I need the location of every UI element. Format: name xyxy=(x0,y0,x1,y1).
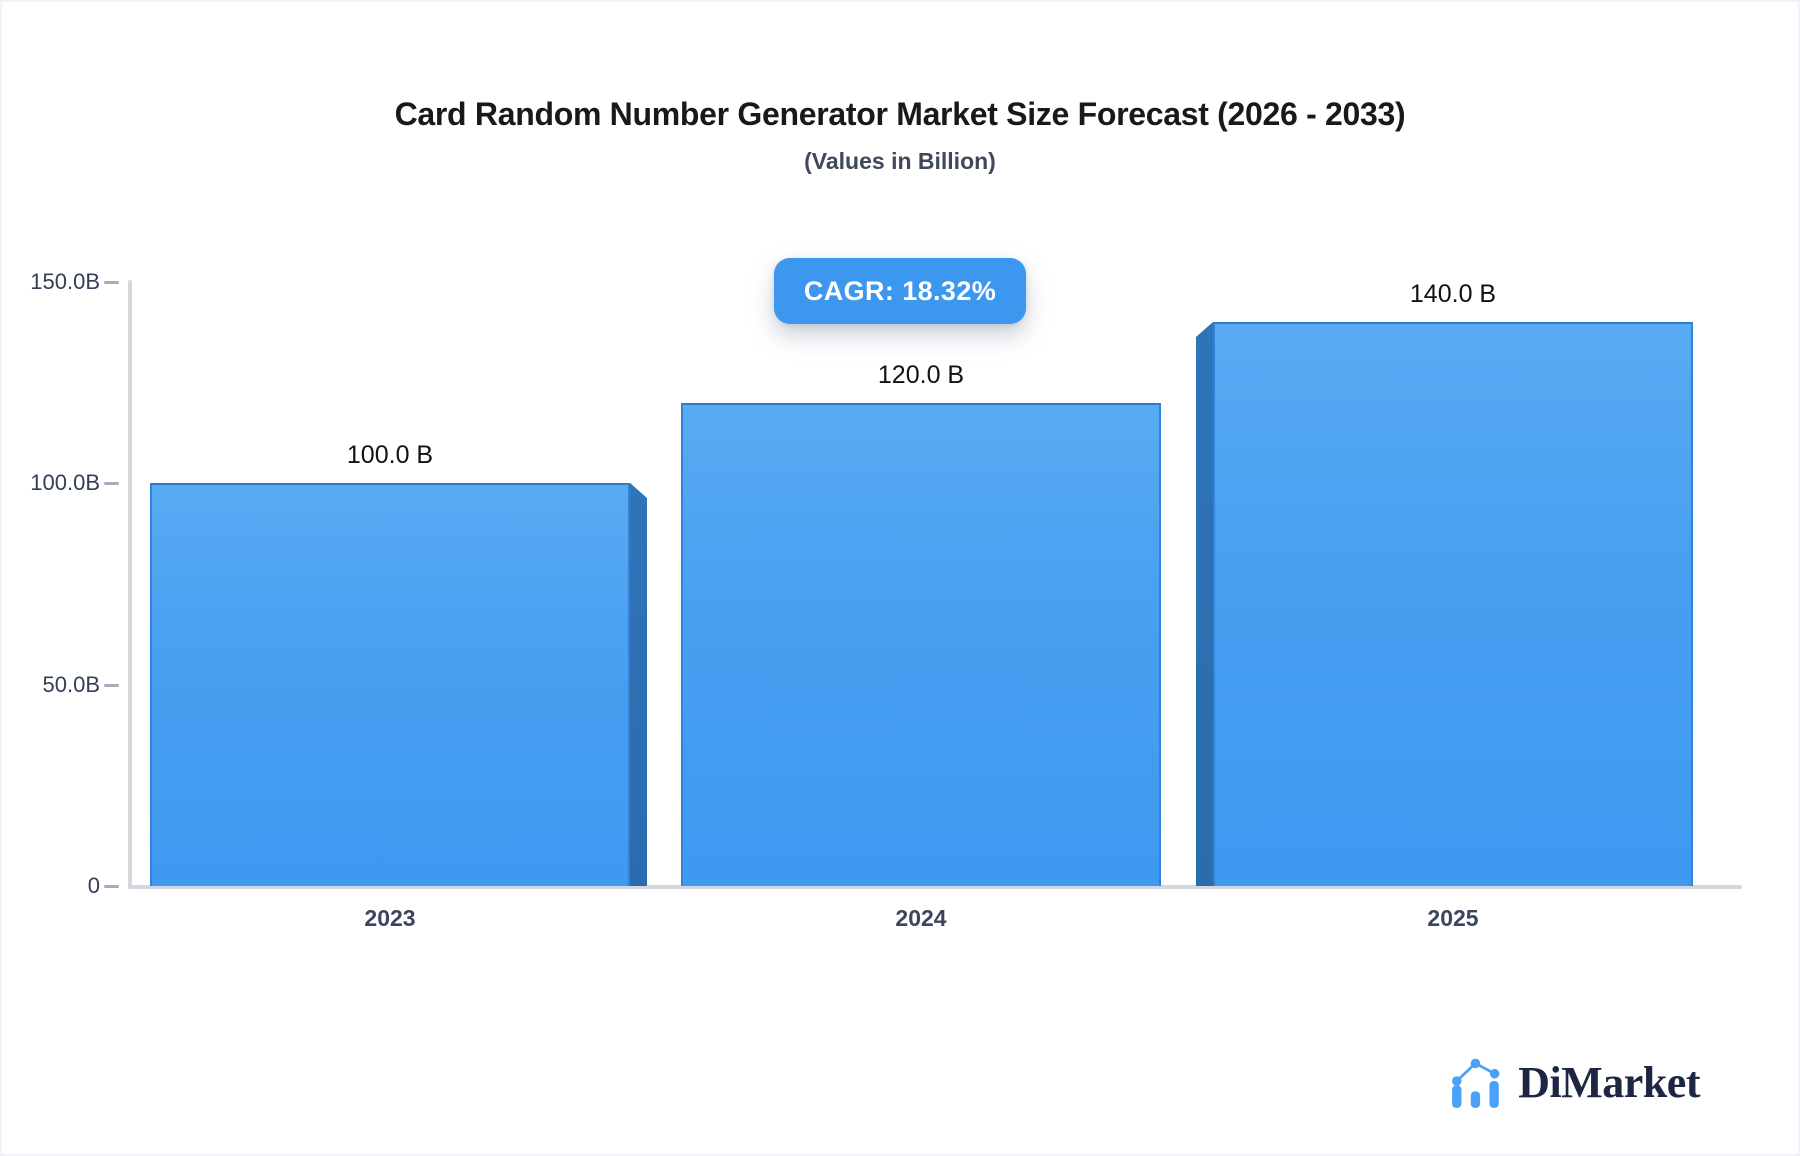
bar-value-label: 120.0 B xyxy=(877,361,965,389)
y-axis-tick-mark xyxy=(104,684,119,687)
y-axis-line xyxy=(128,280,132,889)
brand-name: DiMarket xyxy=(1518,1057,1700,1107)
y-axis-tick-label: 150.0B xyxy=(30,269,100,294)
bar-value-label: 140.0 B xyxy=(1409,280,1497,308)
y-axis-tick-mark xyxy=(104,885,119,888)
x-axis-label: 2024 xyxy=(895,905,947,931)
bar-value-label: 100.0 B xyxy=(346,441,434,469)
x-axis-label: 2025 xyxy=(1427,905,1479,931)
y-axis-tick-label: 0 xyxy=(87,873,100,898)
bar xyxy=(681,403,1161,886)
y-axis-tick-label: 100.0B xyxy=(30,470,100,495)
y-axis-tick-mark xyxy=(104,281,119,284)
bar-side-bevel xyxy=(630,483,647,886)
chart-subtitle: (Values in Billion) xyxy=(804,148,996,174)
x-axis-line xyxy=(128,885,1742,889)
cagr-badge: CAGR: 18.32% xyxy=(773,258,1027,324)
x-axis-label: 2023 xyxy=(364,905,416,931)
y-axis-tick-label: 50.0B xyxy=(42,672,101,697)
chart-title: Card Random Number Generator Market Size… xyxy=(394,96,1406,132)
y-axis-tick-mark xyxy=(104,482,119,485)
brand-watermark: DiMarket xyxy=(1450,1054,1700,1110)
bar-side-bevel xyxy=(1196,322,1213,886)
cagr-badge-label: CAGR: 18.32% xyxy=(803,275,997,306)
bar xyxy=(1213,322,1693,886)
bar-chart-trend-icon xyxy=(1452,1058,1500,1108)
bar xyxy=(150,483,630,886)
